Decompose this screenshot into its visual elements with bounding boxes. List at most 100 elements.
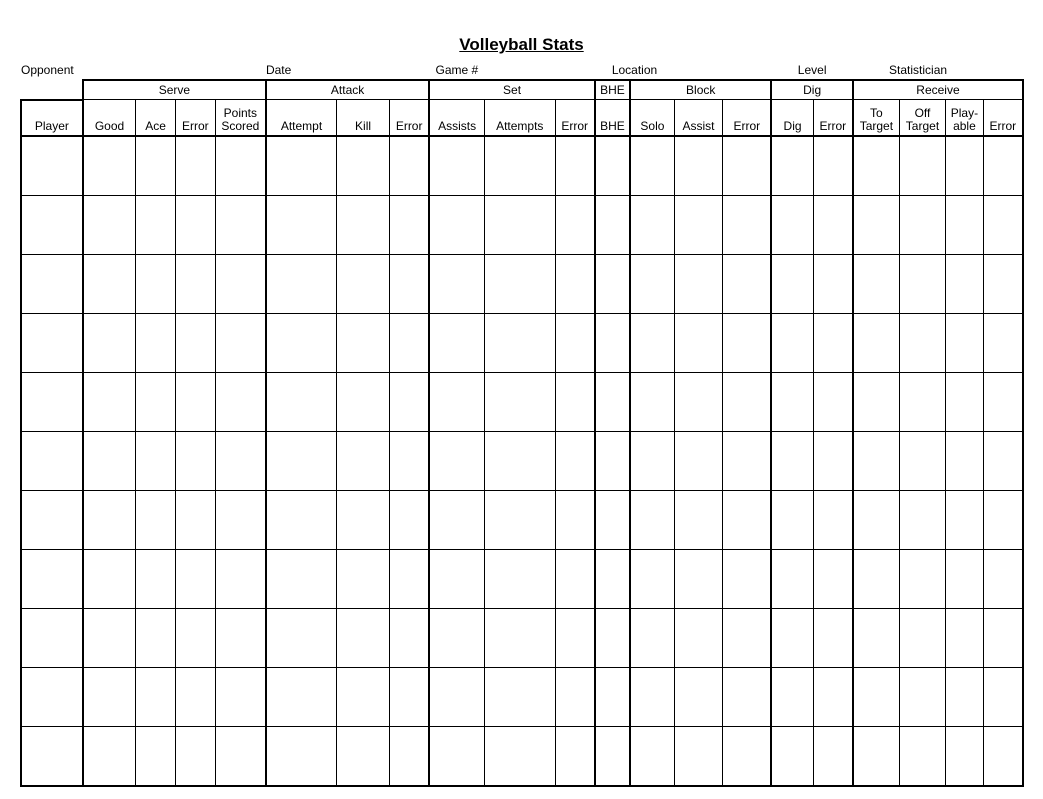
data-cell bbox=[946, 372, 984, 431]
col-block-assist: Assist bbox=[674, 100, 723, 136]
data-cell bbox=[853, 313, 899, 372]
data-cell bbox=[813, 136, 853, 196]
col-serve-error: Error bbox=[175, 100, 215, 136]
data-cell bbox=[83, 254, 136, 313]
data-cell bbox=[555, 372, 595, 431]
data-cell bbox=[429, 195, 484, 254]
col-attack-error: Error bbox=[390, 100, 430, 136]
data-cell bbox=[21, 136, 83, 196]
data-cell bbox=[946, 726, 984, 786]
data-cell bbox=[674, 431, 723, 490]
data-cell bbox=[555, 608, 595, 667]
data-row bbox=[21, 372, 1023, 431]
data-cell bbox=[899, 372, 945, 431]
data-cell bbox=[215, 254, 266, 313]
data-cell bbox=[771, 490, 813, 549]
data-cell bbox=[337, 195, 390, 254]
data-cell bbox=[390, 136, 430, 196]
data-cell bbox=[83, 136, 136, 196]
sub-header-row: Player Good Ace Error PointsScored Attem… bbox=[21, 100, 1023, 136]
data-cell bbox=[266, 608, 337, 667]
data-cell bbox=[899, 195, 945, 254]
data-cell bbox=[674, 549, 723, 608]
data-cell bbox=[175, 372, 215, 431]
data-cell bbox=[390, 667, 430, 726]
group-dig: Dig bbox=[771, 80, 853, 100]
label-location: Location bbox=[595, 61, 674, 80]
data-cell bbox=[771, 254, 813, 313]
data-cell bbox=[337, 313, 390, 372]
data-cell bbox=[595, 608, 630, 667]
group-receive: Receive bbox=[853, 80, 1023, 100]
data-cell bbox=[83, 313, 136, 372]
data-cell bbox=[266, 431, 337, 490]
data-cell bbox=[723, 490, 772, 549]
col-off-target: OffTarget bbox=[899, 100, 945, 136]
data-cell bbox=[390, 372, 430, 431]
data-cell bbox=[983, 195, 1023, 254]
data-cell bbox=[136, 549, 176, 608]
data-cell bbox=[983, 490, 1023, 549]
stats-table: Opponent Date Game # Location Level Stat… bbox=[20, 61, 1024, 787]
data-cell bbox=[723, 254, 772, 313]
data-cell bbox=[175, 254, 215, 313]
data-cell bbox=[266, 667, 337, 726]
data-cell bbox=[266, 195, 337, 254]
data-cell bbox=[630, 195, 674, 254]
label-opponent: Opponent bbox=[21, 61, 136, 80]
data-cell bbox=[771, 136, 813, 196]
data-cell bbox=[175, 431, 215, 490]
data-cell bbox=[266, 490, 337, 549]
data-cell bbox=[390, 549, 430, 608]
data-cell bbox=[595, 372, 630, 431]
data-cell bbox=[595, 313, 630, 372]
data-cell bbox=[555, 136, 595, 196]
group-block: Block bbox=[630, 80, 771, 100]
data-cell bbox=[266, 549, 337, 608]
data-cell bbox=[136, 726, 176, 786]
data-cell bbox=[21, 726, 83, 786]
data-cell bbox=[674, 490, 723, 549]
data-cell bbox=[899, 254, 945, 313]
data-cell bbox=[983, 136, 1023, 196]
col-to-target: ToTarget bbox=[853, 100, 899, 136]
data-cell bbox=[215, 372, 266, 431]
data-cell bbox=[337, 726, 390, 786]
data-cell bbox=[136, 490, 176, 549]
data-cell bbox=[723, 549, 772, 608]
data-row bbox=[21, 136, 1023, 196]
data-cell bbox=[813, 490, 853, 549]
label-date: Date bbox=[266, 61, 337, 80]
data-cell bbox=[83, 195, 136, 254]
data-cell bbox=[484, 313, 555, 372]
data-cell bbox=[136, 313, 176, 372]
data-cell bbox=[390, 726, 430, 786]
data-cell bbox=[21, 667, 83, 726]
data-cell bbox=[175, 549, 215, 608]
data-cell bbox=[175, 726, 215, 786]
col-attempt: Attempt bbox=[266, 100, 337, 136]
data-cell bbox=[853, 372, 899, 431]
data-cell bbox=[83, 431, 136, 490]
data-cell bbox=[136, 667, 176, 726]
data-cell bbox=[771, 667, 813, 726]
data-cell bbox=[853, 726, 899, 786]
data-cell bbox=[555, 254, 595, 313]
data-cell bbox=[674, 667, 723, 726]
data-cell bbox=[136, 254, 176, 313]
data-cell bbox=[390, 313, 430, 372]
data-row bbox=[21, 195, 1023, 254]
data-cell bbox=[136, 372, 176, 431]
group-header-row: Serve Attack Set BHE Block Dig Receive bbox=[21, 80, 1023, 100]
data-cell bbox=[215, 195, 266, 254]
group-serve: Serve bbox=[83, 80, 266, 100]
data-cell bbox=[429, 667, 484, 726]
data-cell bbox=[83, 549, 136, 608]
data-cell bbox=[555, 490, 595, 549]
data-row bbox=[21, 254, 1023, 313]
title: Volleyball Stats bbox=[0, 35, 1043, 55]
data-cell bbox=[813, 667, 853, 726]
data-cell bbox=[813, 313, 853, 372]
col-dig: Dig bbox=[771, 100, 813, 136]
group-bhe: BHE bbox=[595, 80, 630, 100]
